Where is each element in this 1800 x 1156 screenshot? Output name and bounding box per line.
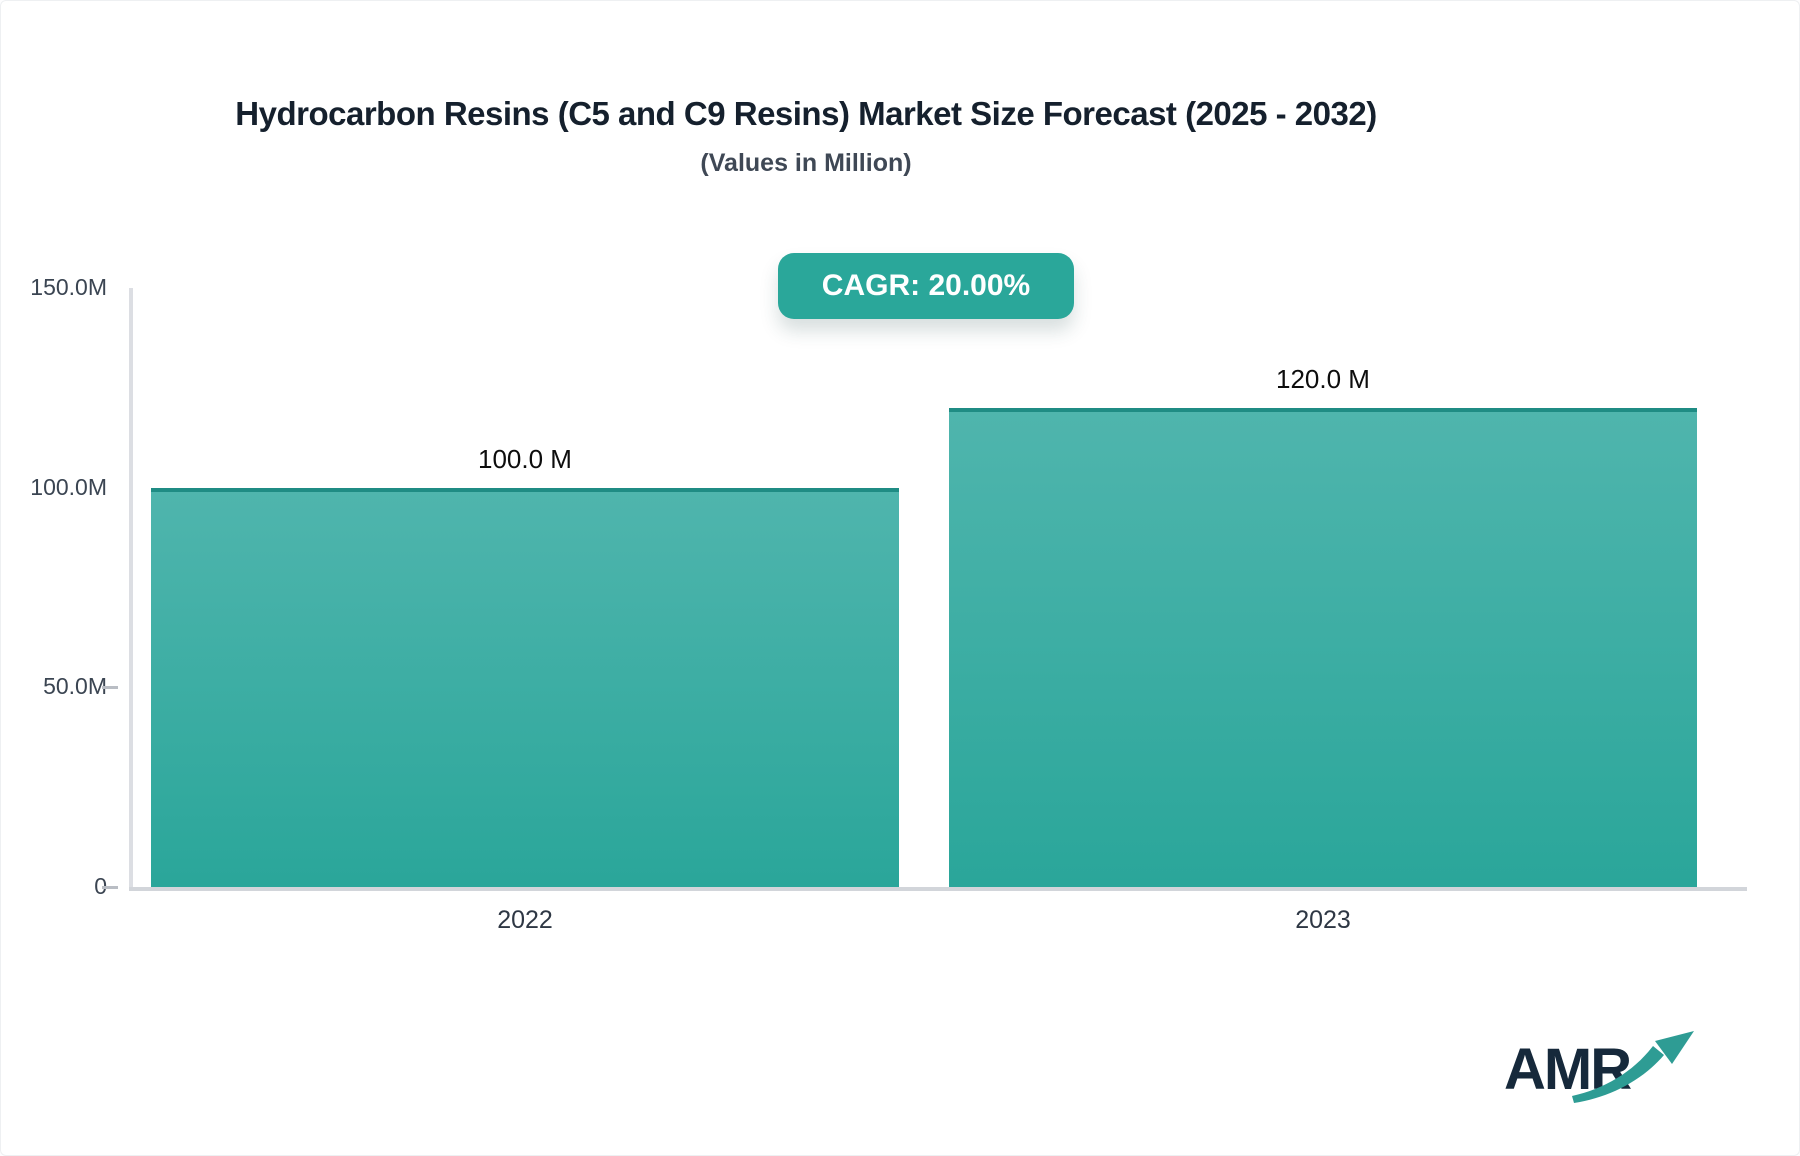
bar-2023 bbox=[949, 407, 1697, 887]
y-axis-label: 100.0M bbox=[30, 473, 107, 500]
cagr-badge-label: CAGR: 20.00% bbox=[821, 269, 1031, 302]
x-axis-label: 2022 bbox=[497, 906, 553, 934]
bar-value-label: 100.0 M bbox=[478, 443, 572, 474]
y-axis-label: 0 bbox=[94, 873, 107, 899]
y-axis-tick bbox=[102, 686, 118, 690]
cagr-badge: CAGR: 20.00% bbox=[778, 253, 1074, 319]
trend-up-arrow-icon bbox=[1572, 1031, 1694, 1103]
y-axis-label: 50.0M bbox=[43, 673, 107, 700]
chart-subtitle: (Values in Million) bbox=[700, 149, 912, 177]
chart-title: Hydrocarbon Resins (C5 and C9 Resins) Ma… bbox=[235, 95, 1377, 132]
y-axis-line bbox=[129, 288, 133, 891]
y-axis-label: 150.0M bbox=[30, 274, 107, 300]
bar-2022 bbox=[151, 487, 899, 887]
bar-value-label: 120.0 M bbox=[1276, 363, 1370, 394]
x-axis-line bbox=[129, 887, 1747, 891]
x-axis-label: 2023 bbox=[1295, 906, 1351, 934]
amr-logo: AMR bbox=[1504, 1031, 1694, 1103]
y-axis-tick bbox=[102, 886, 118, 889]
